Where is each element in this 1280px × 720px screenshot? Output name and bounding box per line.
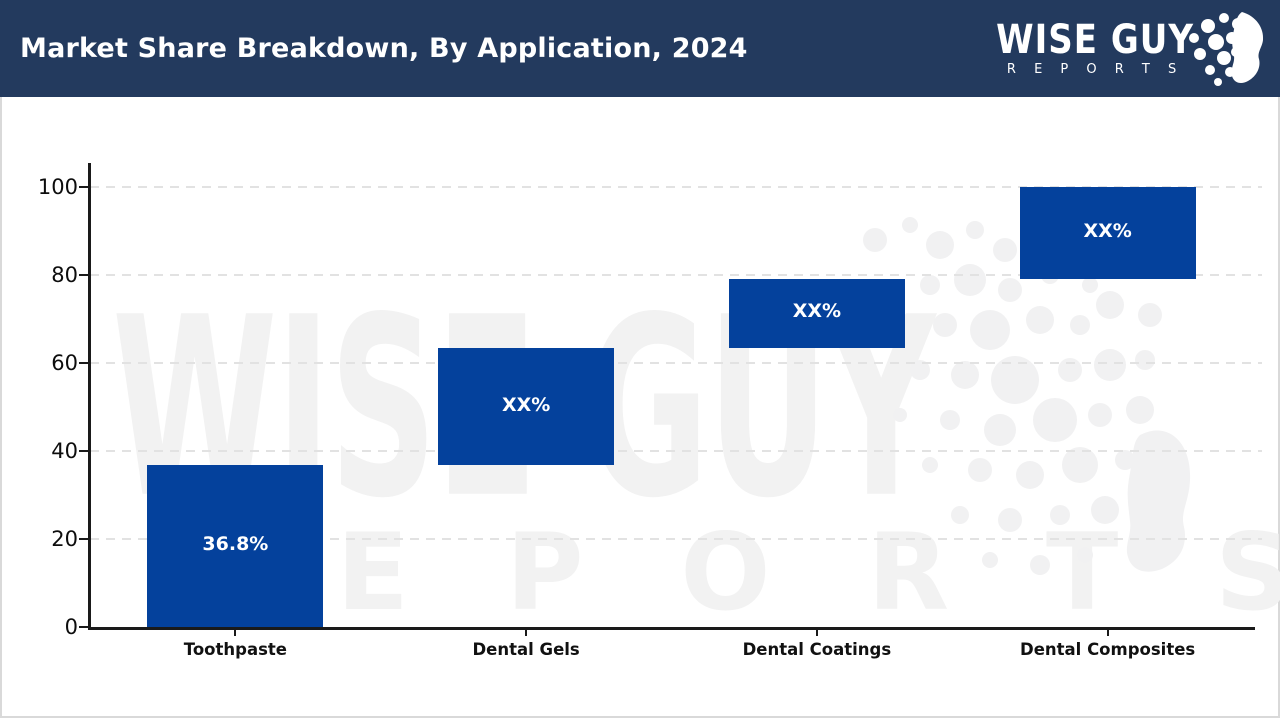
- bar-value-label: XX%: [501, 393, 551, 416]
- gridline: [90, 186, 1262, 188]
- bar-dental-coatings: [728, 278, 905, 349]
- x-axis-category-label: Dental Coatings: [742, 640, 892, 659]
- y-axis-tick-label: 100: [37, 175, 78, 199]
- gridline: [90, 362, 1262, 364]
- x-axis-tick-mark: [234, 629, 237, 636]
- x-axis-category-label: Toothpaste: [183, 640, 287, 659]
- y-axis-tick-label: 20: [51, 527, 78, 551]
- logo-text: WISE GUY R E P O R T S: [996, 16, 1194, 77]
- header-bar: Market Share Breakdown, By Application, …: [0, 0, 1280, 97]
- bar-dental-composites: [1019, 187, 1196, 279]
- logo-face-icon: [1189, 12, 1264, 86]
- y-axis-tick-label: 40: [51, 439, 78, 463]
- y-axis-tick-label: 80: [51, 263, 78, 287]
- logo-subtitle: R E P O R T S: [1006, 62, 1184, 77]
- bar-toothpaste: [147, 465, 324, 627]
- plot-area: 0 20 40 60 80 100 36.8% Toothpaste XX% Dental Gel…: [38, 163, 1262, 663]
- y-axis-tick-mark: [79, 626, 88, 628]
- gridline: [90, 538, 1262, 540]
- y-axis-tick-mark: [79, 186, 88, 188]
- x-axis-tick-mark: [1106, 629, 1109, 636]
- x-axis-tick-mark: [815, 629, 818, 636]
- x-axis-tick-mark: [525, 629, 528, 636]
- bar-value-label: XX%: [1083, 219, 1132, 242]
- wise-guy-logo: WISE GUY R E P O R T S: [996, 6, 1266, 94]
- x-axis-category-label: Dental Gels: [472, 640, 580, 659]
- chart-title: Market Share Breakdown, By Application, …: [20, 33, 748, 64]
- watermark-text-secondary: R E P O R T S: [158, 511, 1280, 634]
- y-axis-tick-mark: [79, 538, 88, 540]
- bar-value-label: XX%: [792, 300, 842, 323]
- bar-dental-gels: [438, 348, 615, 466]
- gridline: [90, 450, 1262, 452]
- x-axis-category-label: Dental Composites: [1020, 640, 1196, 659]
- y-axis-tick-label: 0: [64, 615, 78, 639]
- logo-wordmark: WISE GUY: [996, 16, 1194, 64]
- x-axis-spine: [88, 627, 1255, 630]
- y-axis-tick-mark: [79, 362, 88, 364]
- y-axis-tick-mark: [79, 274, 88, 276]
- y-axis-tick-mark: [79, 450, 88, 452]
- y-axis-spine: [88, 163, 91, 629]
- gridline: [90, 274, 1262, 276]
- y-axis-tick-label: 60: [51, 351, 78, 375]
- bar-value-label: 36.8%: [202, 533, 269, 556]
